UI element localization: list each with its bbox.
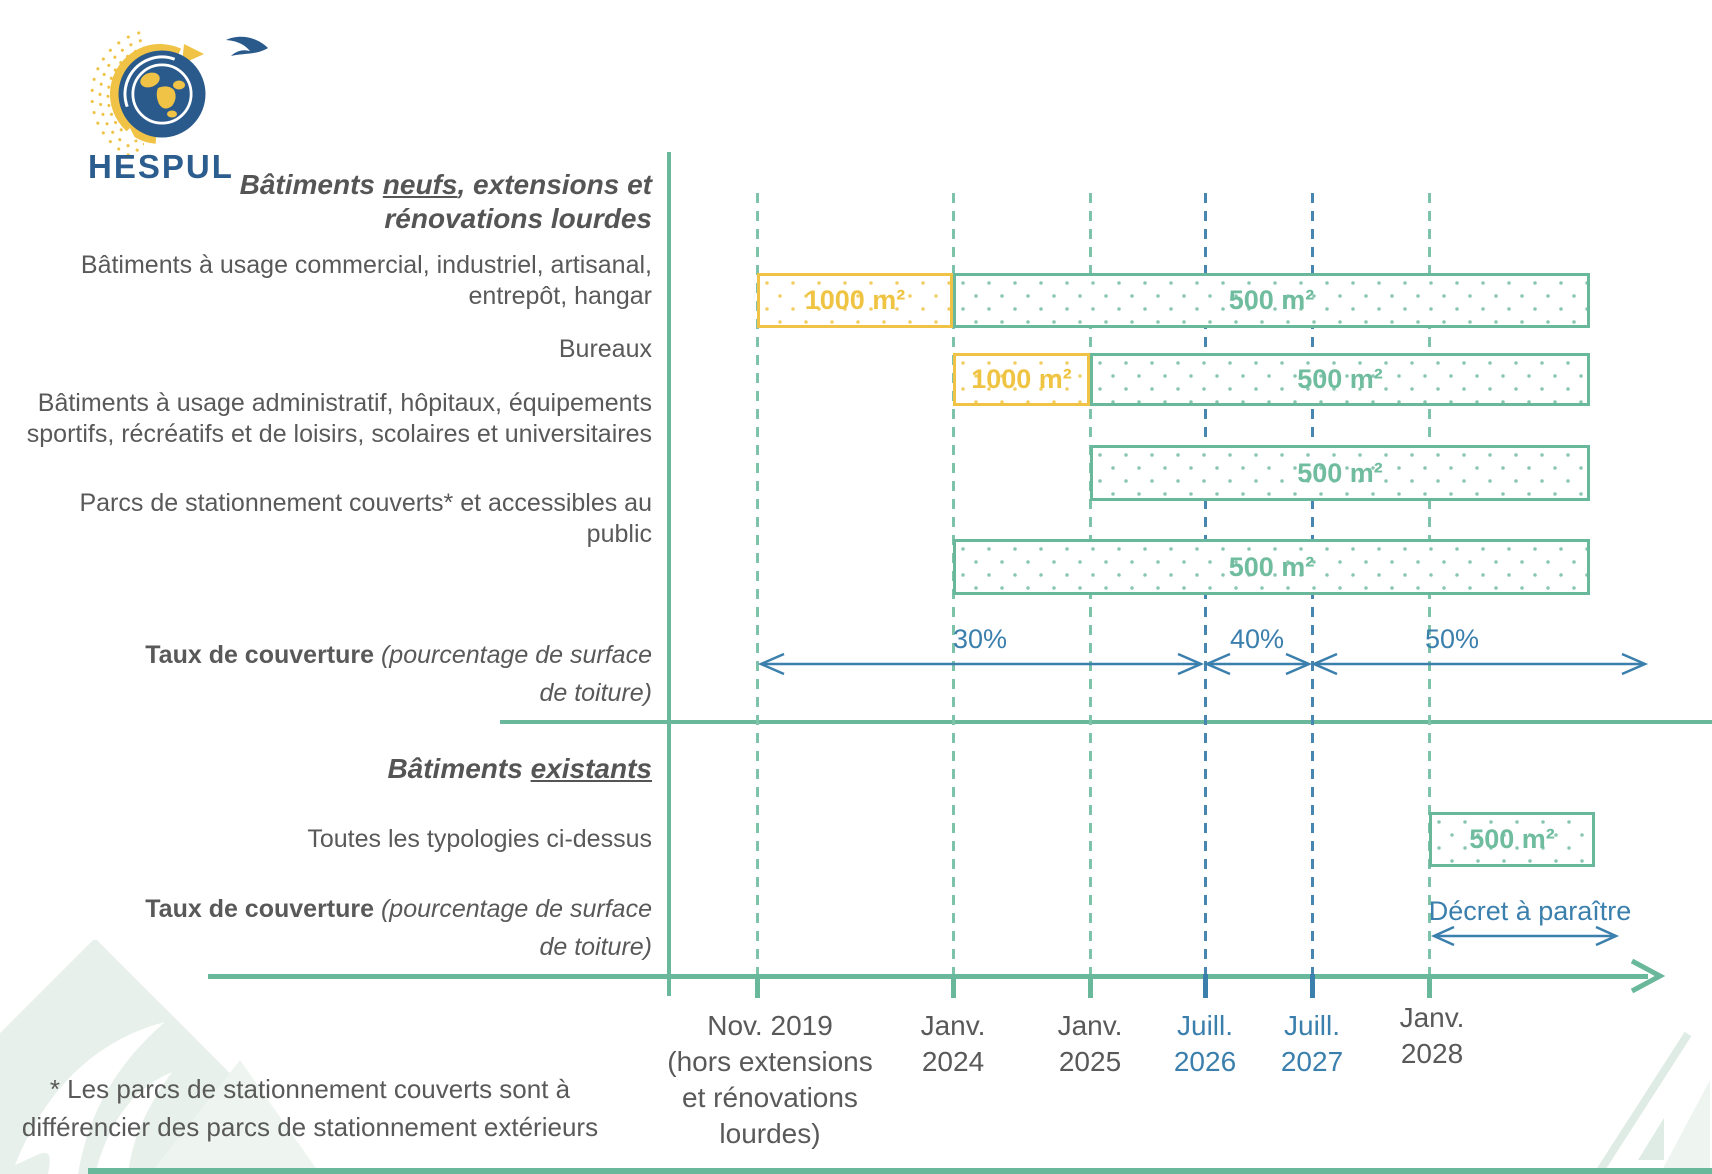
bar-label: 500 m² — [1297, 364, 1383, 394]
section-title-line1: Bâtiments neufs, extensions et — [239, 169, 652, 200]
axis-tick-juill-2026 — [1203, 974, 1208, 998]
section-title-line2: rénovations lourdes — [384, 203, 652, 234]
date-janv-2025: Janv. 2025 — [1057, 1010, 1123, 1077]
section-title-existing-buildings: Bâtiments existants — [387, 753, 652, 784]
row-label-toutes-typologies: Toutes les typologies ci-dessus — [307, 825, 652, 853]
row-label-bureaux: Bureaux — [558, 335, 652, 363]
coverage-rate-50: 50% — [1424, 624, 1480, 654]
date-juill-2027: Juill. 2027 — [1280, 1010, 1344, 1077]
bar-label: 500 m² — [1228, 551, 1315, 582]
axis-tick-janv-2025 — [1088, 974, 1093, 998]
decree-note: Décret à paraître — [1428, 896, 1632, 926]
section-title-new-buildings: Bâtiments neufs, extensions et rénovatio… — [240, 168, 652, 236]
coverage-rate-40: 40% — [1229, 624, 1285, 654]
date-nov-2019: Nov. 2019 (hors extensions et rénovation… — [667, 1010, 873, 1149]
row-label-administratif: Bâtiments à usage administratif, hôpitau… — [26, 389, 652, 448]
footnote-parking: * Les parcs de stationnement couverts so… — [21, 1074, 599, 1142]
coverage-arrow-50 — [1310, 652, 1649, 676]
bar-existants-500m2: 500 m² — [1429, 812, 1595, 867]
coverage-rate-30: 30% — [952, 624, 1008, 654]
section-separator-line — [500, 720, 1712, 724]
bar-commercial-1000m2: 1000 m² — [757, 273, 953, 328]
bottom-accent-bar — [88, 1168, 1712, 1174]
decree-arrow — [1430, 925, 1620, 947]
date-juill-2026: Juill. 2026 — [1173, 1010, 1237, 1077]
axis-tick-nov-2019 — [755, 974, 760, 998]
bar-label: 500 m² — [1297, 457, 1383, 488]
coverage-rate-label-existing: Taux de couverture (pourcentage de surfa… — [145, 895, 652, 961]
bar-label: 500 m² — [1228, 285, 1315, 315]
bar-label: 1000 m² — [804, 285, 906, 315]
coverage-arrow-30 — [757, 652, 1205, 676]
hespul-logo — [90, 30, 268, 156]
bar-commercial-500m2: 500 m² — [953, 273, 1590, 328]
axis-tick-janv-2024 — [951, 974, 956, 998]
bar-parcs-500m2: 500 m² — [953, 539, 1590, 595]
axis-tick-janv-2028 — [1427, 974, 1432, 998]
date-janv-2028: Janv. 2028 — [1399, 1002, 1465, 1069]
date-janv-2024: Janv. 2024 — [920, 1010, 986, 1077]
bar-administratif-500m2: 500 m² — [1090, 445, 1590, 501]
bar-bureaux-1000m2: 1000 m² — [953, 353, 1090, 406]
axis-tick-juill-2027 — [1310, 974, 1315, 998]
chart-left-axis-line — [667, 152, 671, 996]
watermark-corner-right — [1594, 1031, 1710, 1174]
bar-bureaux-500m2: 500 m² — [1090, 353, 1590, 406]
row-label-parcs: Parcs de stationnement couverts* et acce… — [79, 489, 652, 548]
bar-label: 500 m² — [1469, 824, 1555, 854]
gridline-nov-2019 — [756, 193, 759, 974]
bar-label: 1000 m² — [971, 364, 1072, 394]
coverage-rate-label-new: Taux de couverture (pourcentage de surfa… — [145, 641, 652, 707]
coverage-arrow-40 — [1203, 652, 1313, 676]
timeline-axis — [208, 974, 1648, 979]
row-label-commercial: Bâtiments à usage commercial, industriel… — [80, 251, 652, 310]
brand-wordmark: HESPUL — [88, 148, 234, 185]
